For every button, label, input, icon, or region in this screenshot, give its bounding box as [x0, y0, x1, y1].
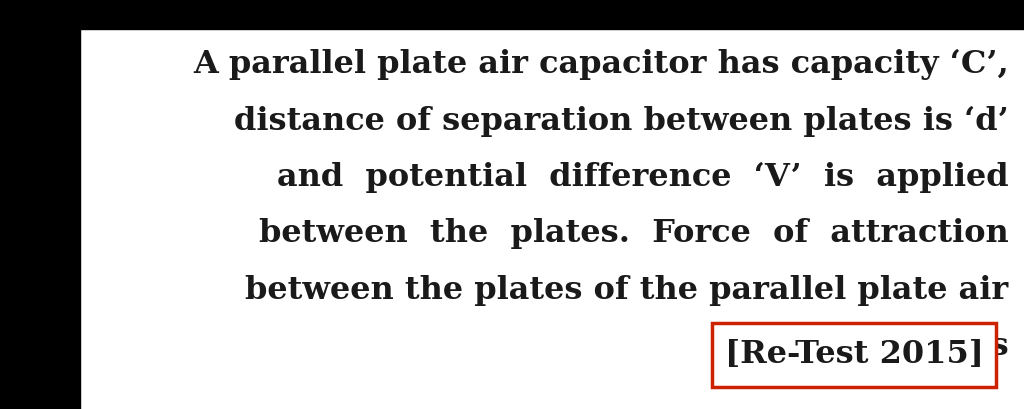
Bar: [0, 0, 80, 409]
Bar: [0, 0, 1024, 29]
Text: capacitor is: capacitor is: [800, 331, 1009, 362]
Text: A parallel plate air capacitor has capacity ‘C’,: A parallel plate air capacitor has capac…: [193, 49, 1009, 80]
Text: and  potential  difference  ‘V’  is  applied: and potential difference ‘V’ is applied: [278, 162, 1009, 193]
Text: between the plates of the parallel plate air: between the plates of the parallel plate…: [246, 275, 1009, 306]
FancyBboxPatch shape: [712, 323, 996, 387]
Text: between  the  plates.  Force  of  attraction: between the plates. Force of attraction: [259, 218, 1009, 249]
Text: distance of separation between plates is ‘d’: distance of separation between plates is…: [233, 106, 1009, 137]
Text: [Re-Test 2015]: [Re-Test 2015]: [725, 339, 983, 370]
